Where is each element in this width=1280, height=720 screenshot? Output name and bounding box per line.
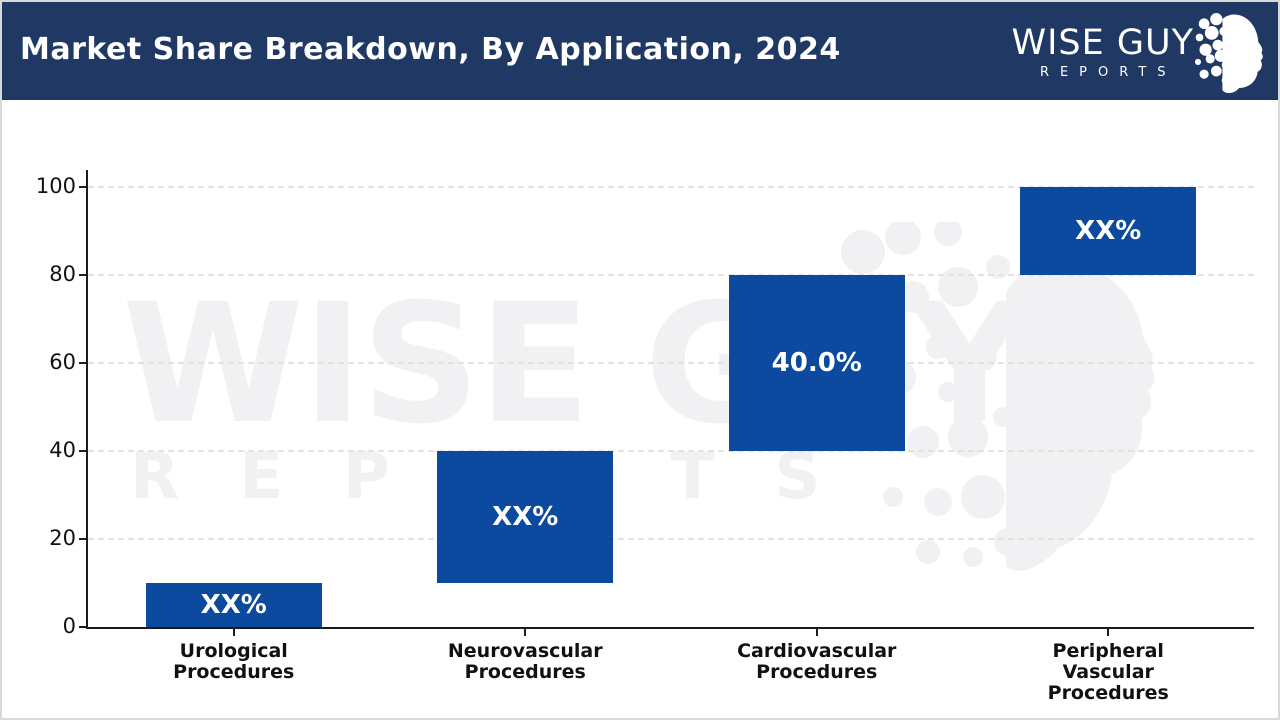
page-title: Market Share Breakdown, By Application, … bbox=[20, 32, 841, 67]
gridline-40 bbox=[88, 450, 1254, 452]
bar-value-label: XX% bbox=[492, 502, 559, 532]
bar-value-label: 40.0% bbox=[771, 348, 862, 378]
y-axis-spine bbox=[86, 170, 88, 629]
gridline-80 bbox=[88, 274, 1254, 276]
y-tick-label-60: 60 bbox=[49, 350, 76, 374]
bar-segment: XX% bbox=[145, 583, 322, 627]
gridline-60 bbox=[88, 362, 1254, 364]
brand-logo: WISE GUY REPORTS bbox=[1011, 8, 1266, 96]
y-tick-mark-0 bbox=[79, 626, 87, 628]
y-tick-label-100: 100 bbox=[35, 174, 76, 198]
x-axis-spine bbox=[86, 627, 1254, 629]
x-tick-mark bbox=[524, 629, 527, 636]
gridline-100 bbox=[88, 186, 1254, 188]
x-tick-mark bbox=[1107, 629, 1110, 636]
x-category-label: Cardiovascular Procedures bbox=[737, 640, 897, 683]
header-bar: Market Share Breakdown, By Application, … bbox=[0, 0, 1280, 100]
x-category-label: Peripheral Vascular Procedures bbox=[1047, 640, 1169, 704]
x-category-label: Neurovascular Procedures bbox=[447, 640, 603, 683]
brand-subname: REPORTS bbox=[1039, 65, 1177, 80]
y-tick-mark-80 bbox=[79, 274, 87, 276]
x-tick-mark bbox=[815, 629, 818, 636]
gridline-20 bbox=[88, 538, 1254, 540]
x-category-label: Urological Procedures bbox=[173, 640, 295, 683]
bar-value-label: XX% bbox=[1075, 216, 1142, 246]
bar-segment: XX% bbox=[1020, 187, 1197, 275]
y-tick-mark-20 bbox=[79, 538, 87, 540]
bar-segment: 40.0% bbox=[728, 275, 905, 451]
brand-name: WISE GUY bbox=[1011, 23, 1194, 63]
bar-value-label: XX% bbox=[200, 590, 267, 620]
y-tick-label-0: 0 bbox=[62, 614, 76, 638]
x-tick-mark bbox=[232, 629, 235, 636]
y-tick-mark-100 bbox=[79, 186, 87, 188]
y-tick-mark-60 bbox=[79, 362, 87, 364]
y-tick-label-80: 80 bbox=[49, 262, 76, 286]
y-tick-label-40: 40 bbox=[49, 438, 76, 462]
y-tick-label-20: 20 bbox=[49, 526, 76, 550]
brand-logo-text: WISE GUY REPORTS bbox=[1011, 24, 1194, 80]
y-tick-mark-40 bbox=[79, 450, 87, 452]
head-profile-icon bbox=[1194, 13, 1263, 94]
bar-segment: XX% bbox=[437, 451, 614, 583]
